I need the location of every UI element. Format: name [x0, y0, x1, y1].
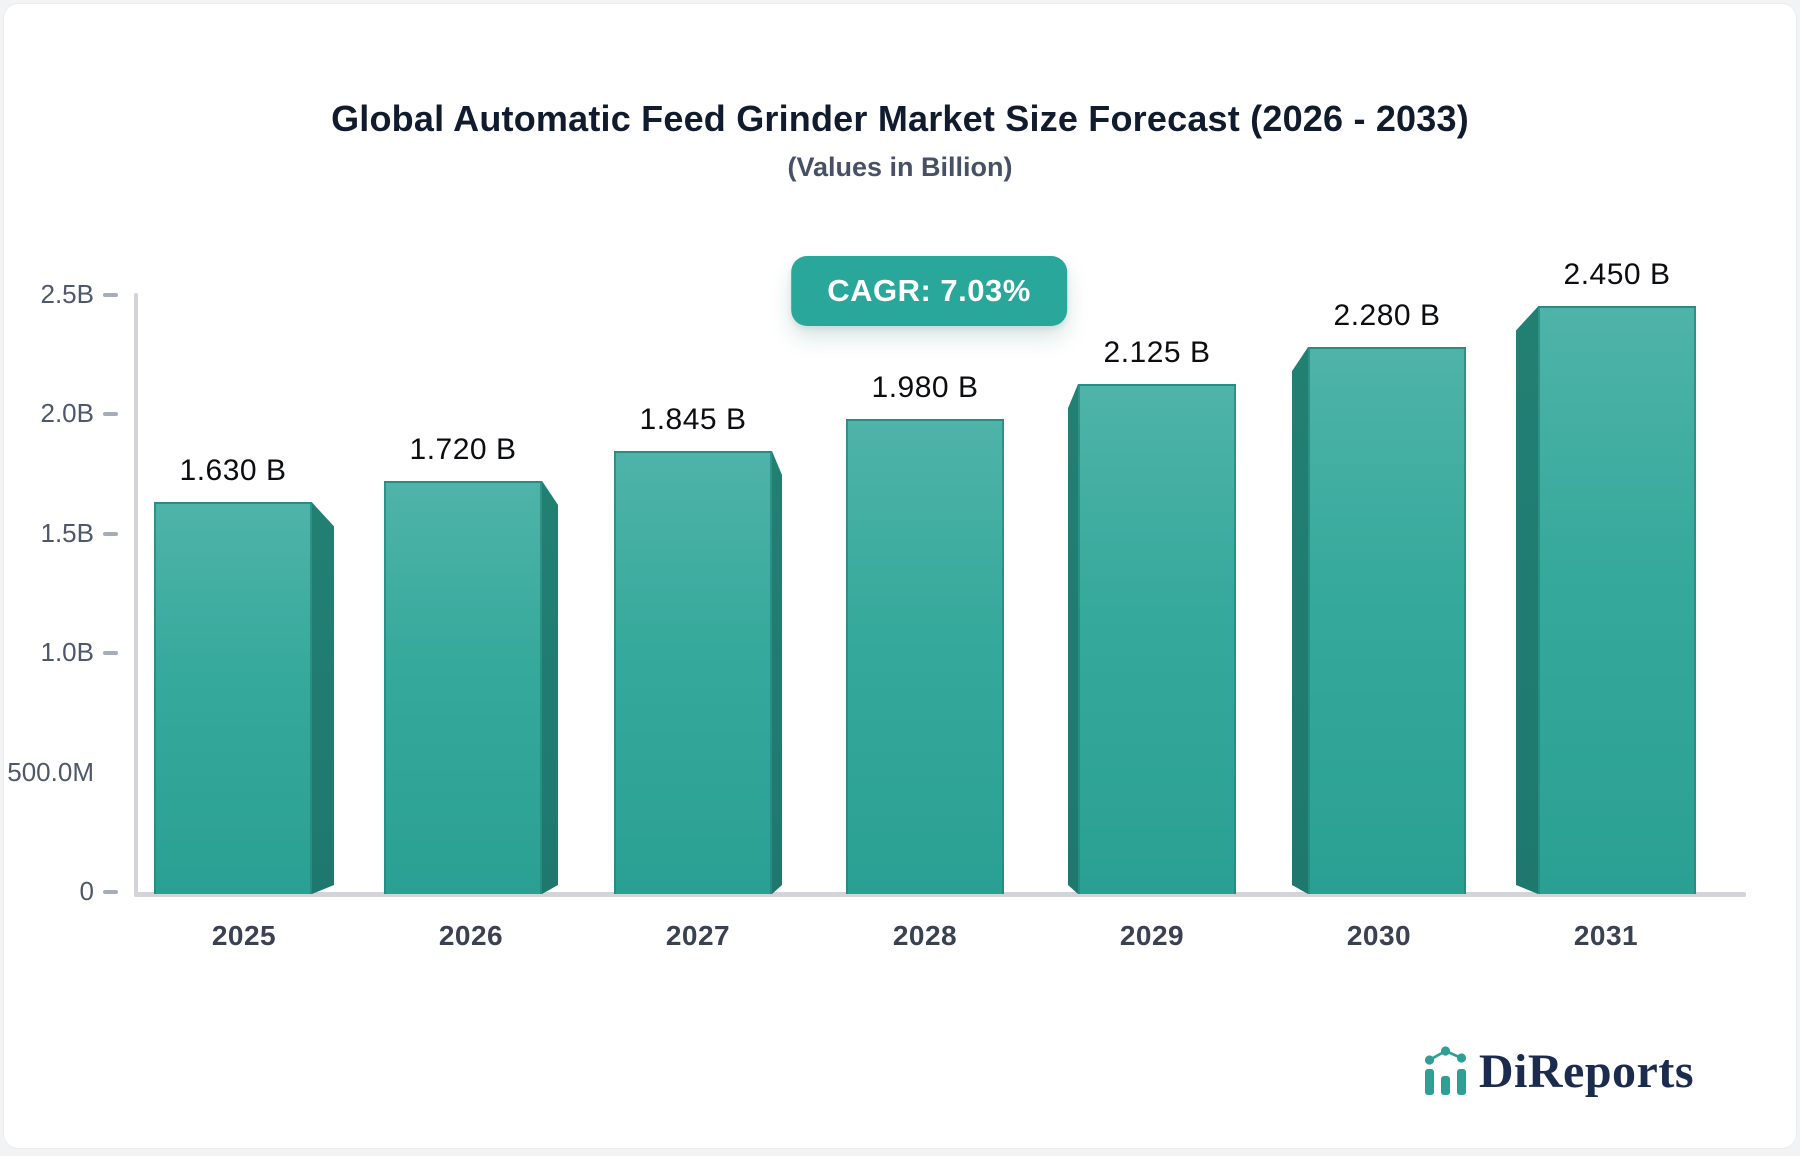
y-axis-tick — [103, 890, 118, 894]
bar-2030 — [1308, 347, 1466, 894]
y-axis-tick — [103, 292, 118, 297]
bar-side-face-2027 — [772, 451, 782, 894]
bar-2026 — [384, 480, 542, 894]
chart-title: Global Automatic Feed Grinder Market Siz… — [331, 98, 1469, 139]
x-axis-label-2031: 2031 — [1573, 920, 1639, 951]
bar-2025 — [154, 502, 312, 894]
bar-value-label-2029: 2.125 B — [1103, 336, 1211, 370]
bar-side-face-2031 — [1516, 306, 1538, 894]
bar-2031 — [1538, 306, 1696, 894]
x-axis-label-2026: 2026 — [438, 920, 504, 951]
x-axis-label-2027: 2027 — [665, 920, 731, 951]
bar-2027 — [614, 451, 772, 894]
y-axis-label: 0 — [79, 876, 94, 906]
x-axis-line — [134, 892, 1746, 897]
bar-value-label-2026: 1.720 B — [409, 432, 517, 466]
y-axis-label: 500.0M — [7, 756, 94, 787]
bar-side-face-2025 — [312, 502, 334, 894]
bar-value-label-2028: 1.980 B — [871, 370, 979, 404]
plot-area: 2.5B 2.0B 1.5B 1.0B 500.0M 0 1.630 B 2025 1.720 … — [4, 4, 1796, 1148]
bar-2029 — [1078, 384, 1236, 894]
y-axis-line — [134, 292, 138, 896]
x-axis-label-2029: 2029 — [1119, 920, 1185, 951]
bar-side-face-2029 — [1068, 384, 1078, 894]
y-axis-label: 1.0B — [40, 637, 95, 667]
chart-subtitle: (Values in Billion) — [787, 152, 1013, 182]
bar-value-label-2027: 1.845 B — [639, 403, 747, 437]
x-axis-label-2030: 2030 — [1346, 920, 1412, 951]
direports-logo-text: DiReports — [1478, 1044, 1694, 1098]
x-axis-label-2025: 2025 — [211, 920, 277, 951]
bar-value-label-2030: 2.280 B — [1333, 299, 1441, 333]
x-axis-label-2028: 2028 — [892, 920, 958, 951]
y-axis-label: 1.5B — [40, 517, 95, 548]
y-axis-tick — [103, 531, 118, 536]
bar-value-label-2031: 2.450 B — [1563, 258, 1671, 292]
y-axis-tick — [103, 651, 118, 655]
y-axis-label: 2.5B — [40, 278, 95, 309]
chart-card: Global Automatic Feed Grinder Market Siz… — [4, 4, 1796, 1148]
direports-logo: DiReports — [1423, 1040, 1694, 1102]
bar-2028 — [846, 418, 1004, 894]
cagr-badge: CAGR: 7.03% — [791, 256, 1067, 326]
y-axis-label: 2.0B — [40, 398, 95, 428]
y-axis-tick — [103, 412, 118, 416]
bar-side-face-2030 — [1292, 347, 1308, 894]
bar-side-face-2026 — [542, 481, 558, 894]
bar-value-label-2025: 1.630 B — [179, 454, 287, 488]
mini-bar-line-chart-icon — [1424, 1046, 1466, 1095]
